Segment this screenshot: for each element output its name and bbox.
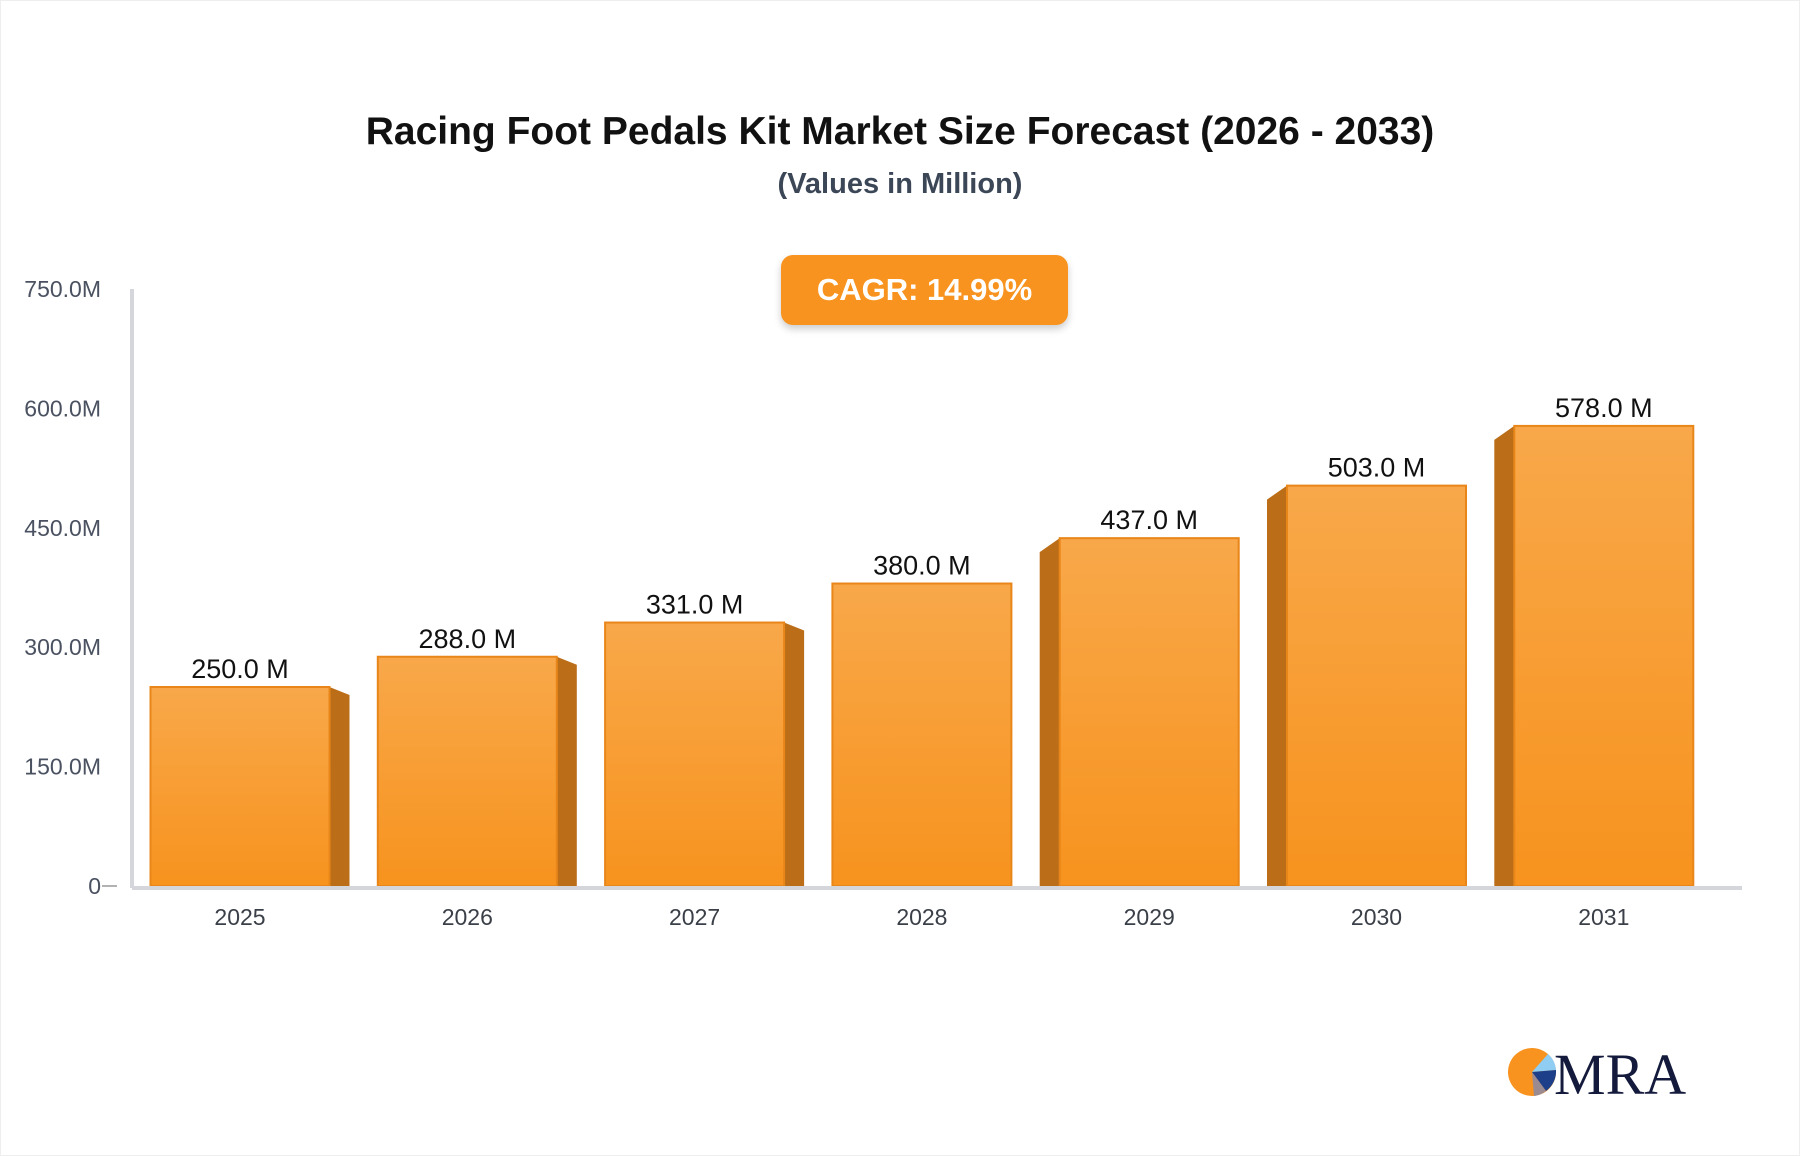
bar-2029 xyxy=(1058,537,1240,887)
y-tick-label: 150.0M xyxy=(24,754,101,780)
bar-side xyxy=(1039,538,1060,886)
bar-2031 xyxy=(1513,424,1695,887)
bar-side xyxy=(556,656,577,886)
data-label: 578.0 M xyxy=(1555,393,1653,423)
y-tick-label: 0 xyxy=(88,873,101,899)
bar-2028 xyxy=(831,582,1013,888)
bar-2026 xyxy=(376,655,558,888)
bar-side xyxy=(329,687,350,886)
data-label: 503.0 M xyxy=(1328,453,1426,483)
y-tick-label: 300.0M xyxy=(24,634,101,660)
bar-side xyxy=(784,622,805,886)
x-tick-label: 2027 xyxy=(669,904,720,930)
bar-2027 xyxy=(604,621,786,887)
data-label: 250.0 M xyxy=(191,654,289,684)
bar-2025 xyxy=(149,686,331,887)
bar-2030 xyxy=(1286,484,1467,887)
mra-logo: MRA xyxy=(1504,1040,1704,1100)
data-label: 380.0 M xyxy=(873,551,971,581)
chart-subtitle: (Values in Million) xyxy=(777,168,1023,200)
y-tick-label: 600.0M xyxy=(24,395,101,421)
bar-side xyxy=(1267,485,1287,886)
x-tick-label: 2025 xyxy=(214,904,265,930)
data-label: 288.0 M xyxy=(419,624,517,654)
x-tick-label: 2031 xyxy=(1578,904,1629,930)
logo-pie-icon: MRA xyxy=(1508,1042,1686,1100)
x-tick-label: 2029 xyxy=(1124,904,1175,930)
y-tick-label: 450.0M xyxy=(24,515,101,541)
x-tick-label: 2026 xyxy=(442,904,493,930)
data-label: 437.0 M xyxy=(1100,505,1198,535)
x-tick-label: 2028 xyxy=(896,904,947,930)
data-label: 331.0 M xyxy=(646,590,744,620)
logo-text: MRA xyxy=(1554,1042,1686,1100)
bar-side xyxy=(1494,425,1515,886)
chart-title: Racing Foot Pedals Kit Market Size Forec… xyxy=(365,110,1435,153)
y-tick-label: 750.0M xyxy=(24,276,101,302)
x-tick-label: 2030 xyxy=(1351,904,1402,930)
cagr-badge: CAGR: 14.99% xyxy=(781,255,1068,325)
